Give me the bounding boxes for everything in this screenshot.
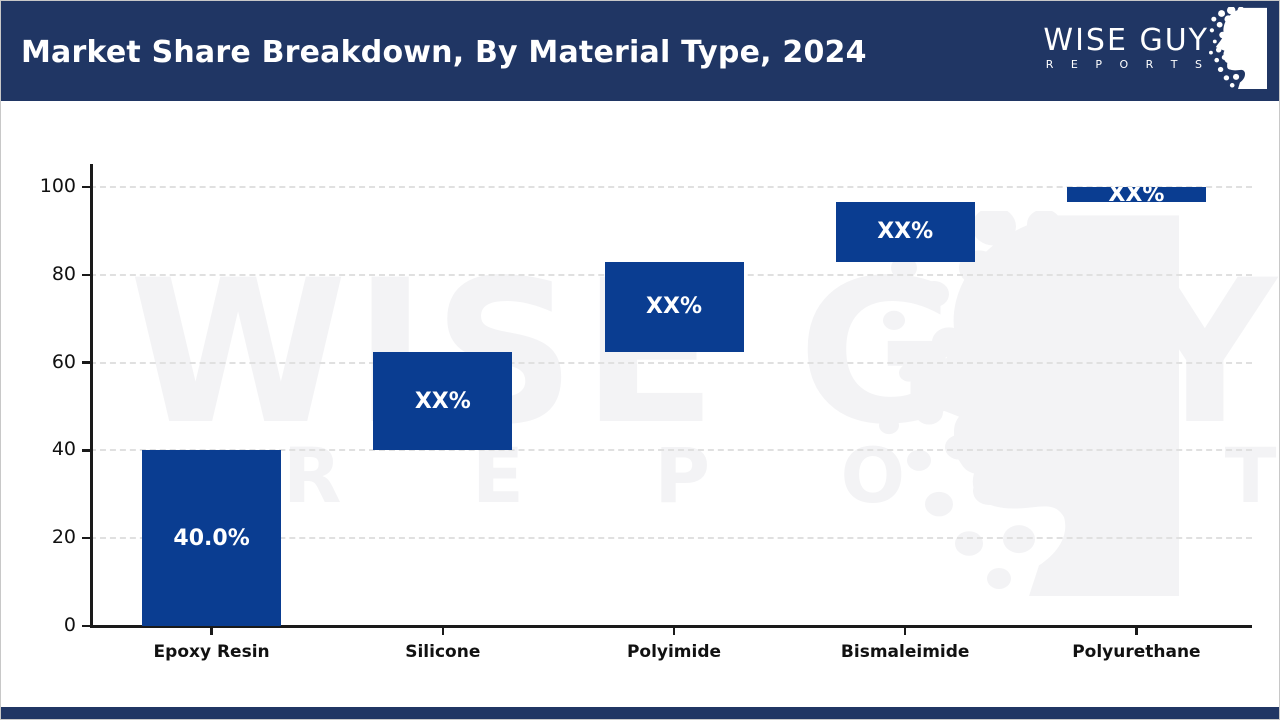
y-tick-20 [82, 536, 90, 540]
category-label-3: Bismaleimide [840, 642, 970, 662]
bar-value-label: XX% [646, 294, 702, 320]
y-tick-100 [82, 185, 90, 189]
category-label-4: Polyurethane [1072, 642, 1201, 662]
y-tick-80 [82, 273, 90, 277]
bar-silicone: XX% [373, 351, 513, 451]
x-tick-2 [672, 627, 676, 635]
bar-value-label: XX% [877, 219, 934, 245]
bar-value-label: XX% [1108, 187, 1165, 202]
footer-bar [1, 707, 1279, 719]
y-tick-label-40: 40 [51, 438, 76, 461]
y-tick-label-60: 60 [51, 350, 76, 373]
watermark-face-icon [879, 211, 1179, 596]
x-tick-4 [1135, 627, 1138, 635]
x-tick-0 [210, 627, 213, 635]
gridline-40 [90, 449, 1252, 452]
x-axis-line [90, 625, 1252, 628]
y-tick-0 [82, 624, 90, 628]
y-axis-line [90, 164, 93, 628]
brand-name: WISE GUY [1043, 23, 1209, 58]
bar-polyurethane: XX% [1066, 187, 1206, 202]
y-tick-40 [82, 449, 90, 452]
gridline-100 [90, 186, 1252, 188]
bar-polyimide: XX% [604, 261, 744, 352]
brand-subname: R E P O R T S [1045, 58, 1209, 71]
brand-face-icon [1209, 7, 1267, 89]
x-tick-3 [903, 627, 907, 635]
bar-value-label: 40.0% [173, 525, 250, 551]
category-label-2: Polyimide [626, 642, 722, 662]
category-label-1: Silicone [405, 642, 481, 662]
y-tick-60 [82, 361, 90, 364]
category-label-0: Epoxy Resin [153, 642, 270, 662]
bar-epoxy-resin: 40.0% [142, 450, 282, 626]
y-tick-label-0: 0 [63, 614, 76, 636]
brand-logo: WISE GUY R E P O R T S [1011, 1, 1271, 101]
y-tick-label-100: 100 [39, 175, 76, 197]
brand-logo-text: WISE GUY R E P O R T S [1043, 25, 1209, 72]
y-tick-label-80: 80 [51, 262, 76, 285]
x-tick-1 [441, 627, 445, 635]
bar-value-label: XX% [414, 388, 471, 414]
gridline-60 [90, 361, 1252, 364]
y-tick-label-20: 20 [51, 526, 76, 549]
page-title: Market Share Breakdown, By Material Type… [21, 35, 867, 70]
header-bar: Market Share Breakdown, By Material Type… [1, 1, 1279, 101]
gridline-20 [90, 537, 1252, 540]
bar-bismaleimide: XX% [835, 201, 975, 262]
